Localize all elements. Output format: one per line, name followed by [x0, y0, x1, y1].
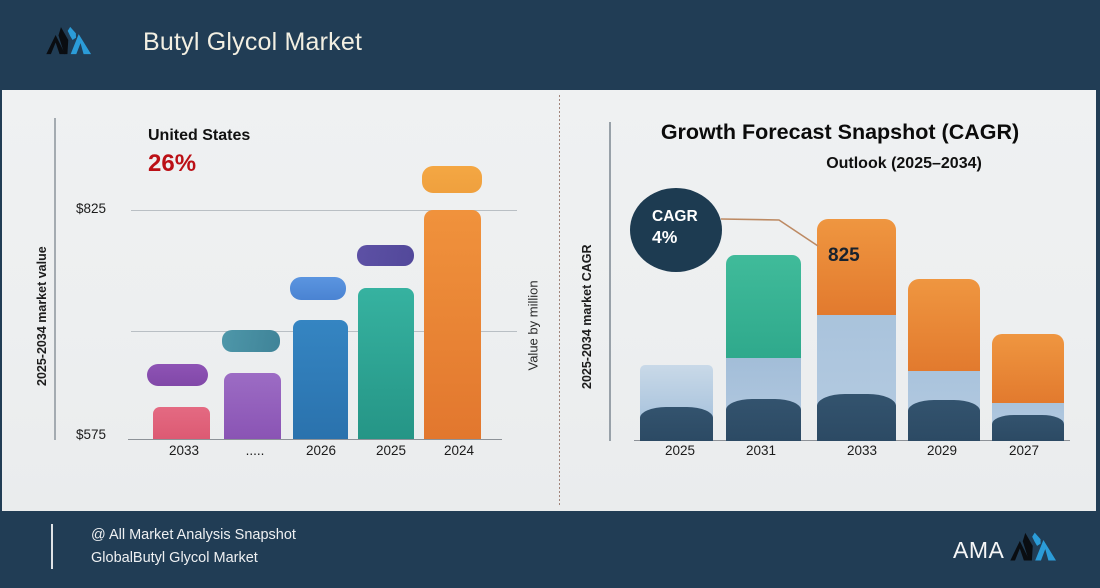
svg-text:CAGR: CAGR: [652, 208, 698, 225]
svg-text:4%: 4%: [652, 227, 678, 247]
